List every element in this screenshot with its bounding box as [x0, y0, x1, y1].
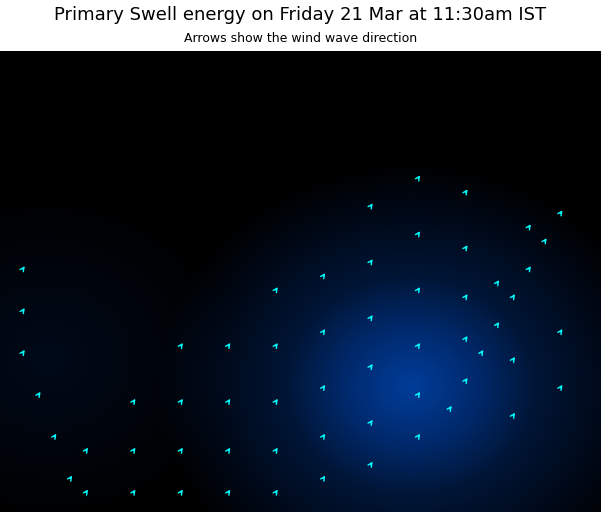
- Text: Arrows show the wind wave direction: Arrows show the wind wave direction: [184, 32, 417, 45]
- Text: Primary Swell energy on Friday 21 Mar at 11:30am IST: Primary Swell energy on Friday 21 Mar at…: [55, 6, 546, 25]
